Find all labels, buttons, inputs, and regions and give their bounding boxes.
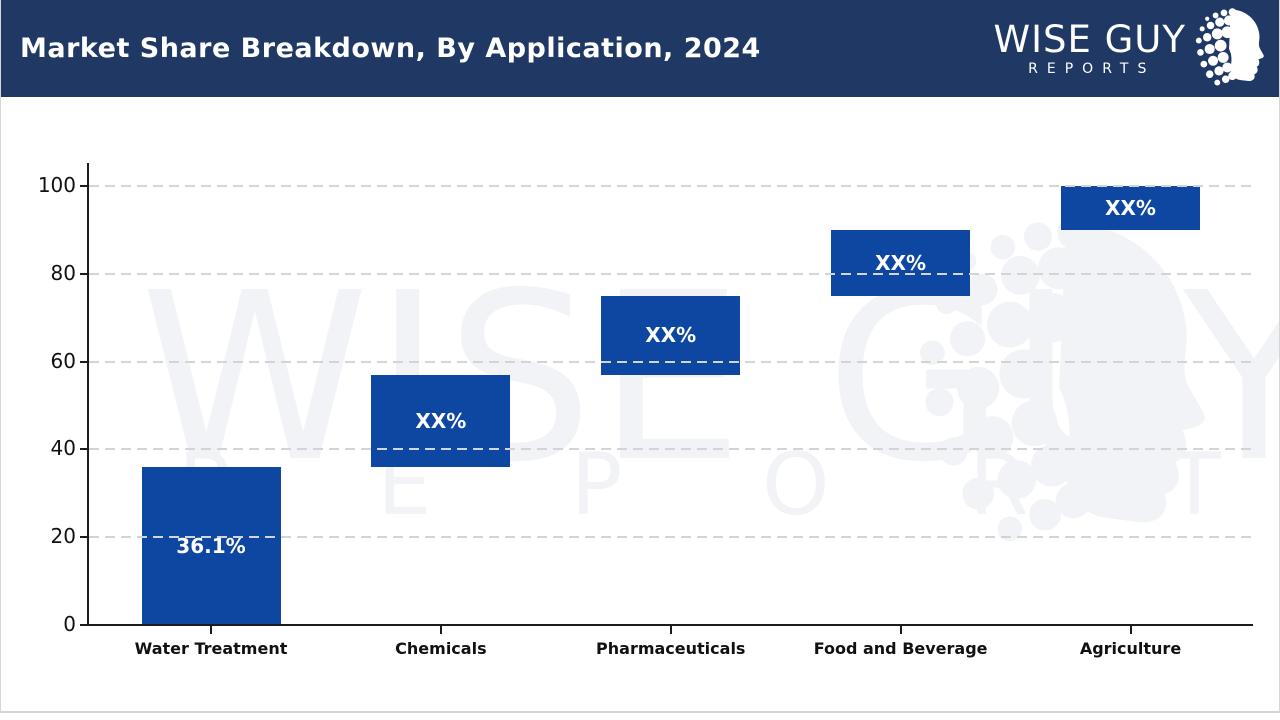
logo-face-icon [1195,7,1264,86]
x-tick-mark [210,626,212,634]
y-tick-label: 0 [63,612,76,636]
bar-value-label: XX% [415,408,467,433]
chart-title: Market Share Breakdown, By Application, … [20,33,761,64]
x-tick-label: Water Treatment [134,639,288,658]
logo-text: WISE GUY REPORTS [994,21,1186,76]
x-tick-mark [1129,626,1132,634]
gridline-80 [89,272,1253,275]
y-tick-mark [80,360,88,363]
bar-value-label: XX% [645,323,697,348]
x-tick-label: Chemicals [395,639,487,658]
y-tick-mark [80,536,88,539]
y-tick-mark [80,448,88,451]
wise-guy-logo: WISE GUY REPORTS [994,7,1266,91]
bar-agriculture: XX% [1061,186,1200,230]
x-tick-label: Pharmaceuticals [596,639,746,658]
bar-value-label: XX% [875,250,927,275]
bar-value-label: XX% [1105,195,1156,220]
y-tick-label: 60 [50,348,76,373]
x-axis-spine [87,624,1253,626]
x-tick-mark [439,626,442,634]
y-tick-mark [80,624,88,626]
y-tick-mark [80,185,88,187]
bar-water-treatment: 36.1% [141,466,281,625]
gridline-40 [89,448,1253,451]
y-tick-mark [80,272,88,275]
y-axis-spine [87,163,89,626]
x-tick-label: Agriculture [1079,639,1182,658]
logo-wordmark: WISE GUY [993,18,1186,61]
x-tick-label: Food and Beverage [813,639,988,658]
bar-food-and-beverage: XX% [831,229,971,296]
y-tick-label: 80 [50,260,76,285]
y-tick-label: 40 [50,436,76,461]
gridline-100 [89,185,1253,187]
y-tick-label: 100 [37,173,76,197]
gridline-20 [89,536,1253,539]
x-tick-mark [899,626,902,634]
x-tick-mark [669,626,672,634]
bar-pharmaceuticals: XX% [601,295,741,375]
bar-chemicals: XX% [371,374,511,467]
header-banner: Market Share Breakdown, By Application, … [0,0,1280,97]
y-tick-label: 20 [50,524,76,549]
gridline-60 [89,360,1253,363]
logo-subtitle: REPORTS [1028,61,1156,77]
